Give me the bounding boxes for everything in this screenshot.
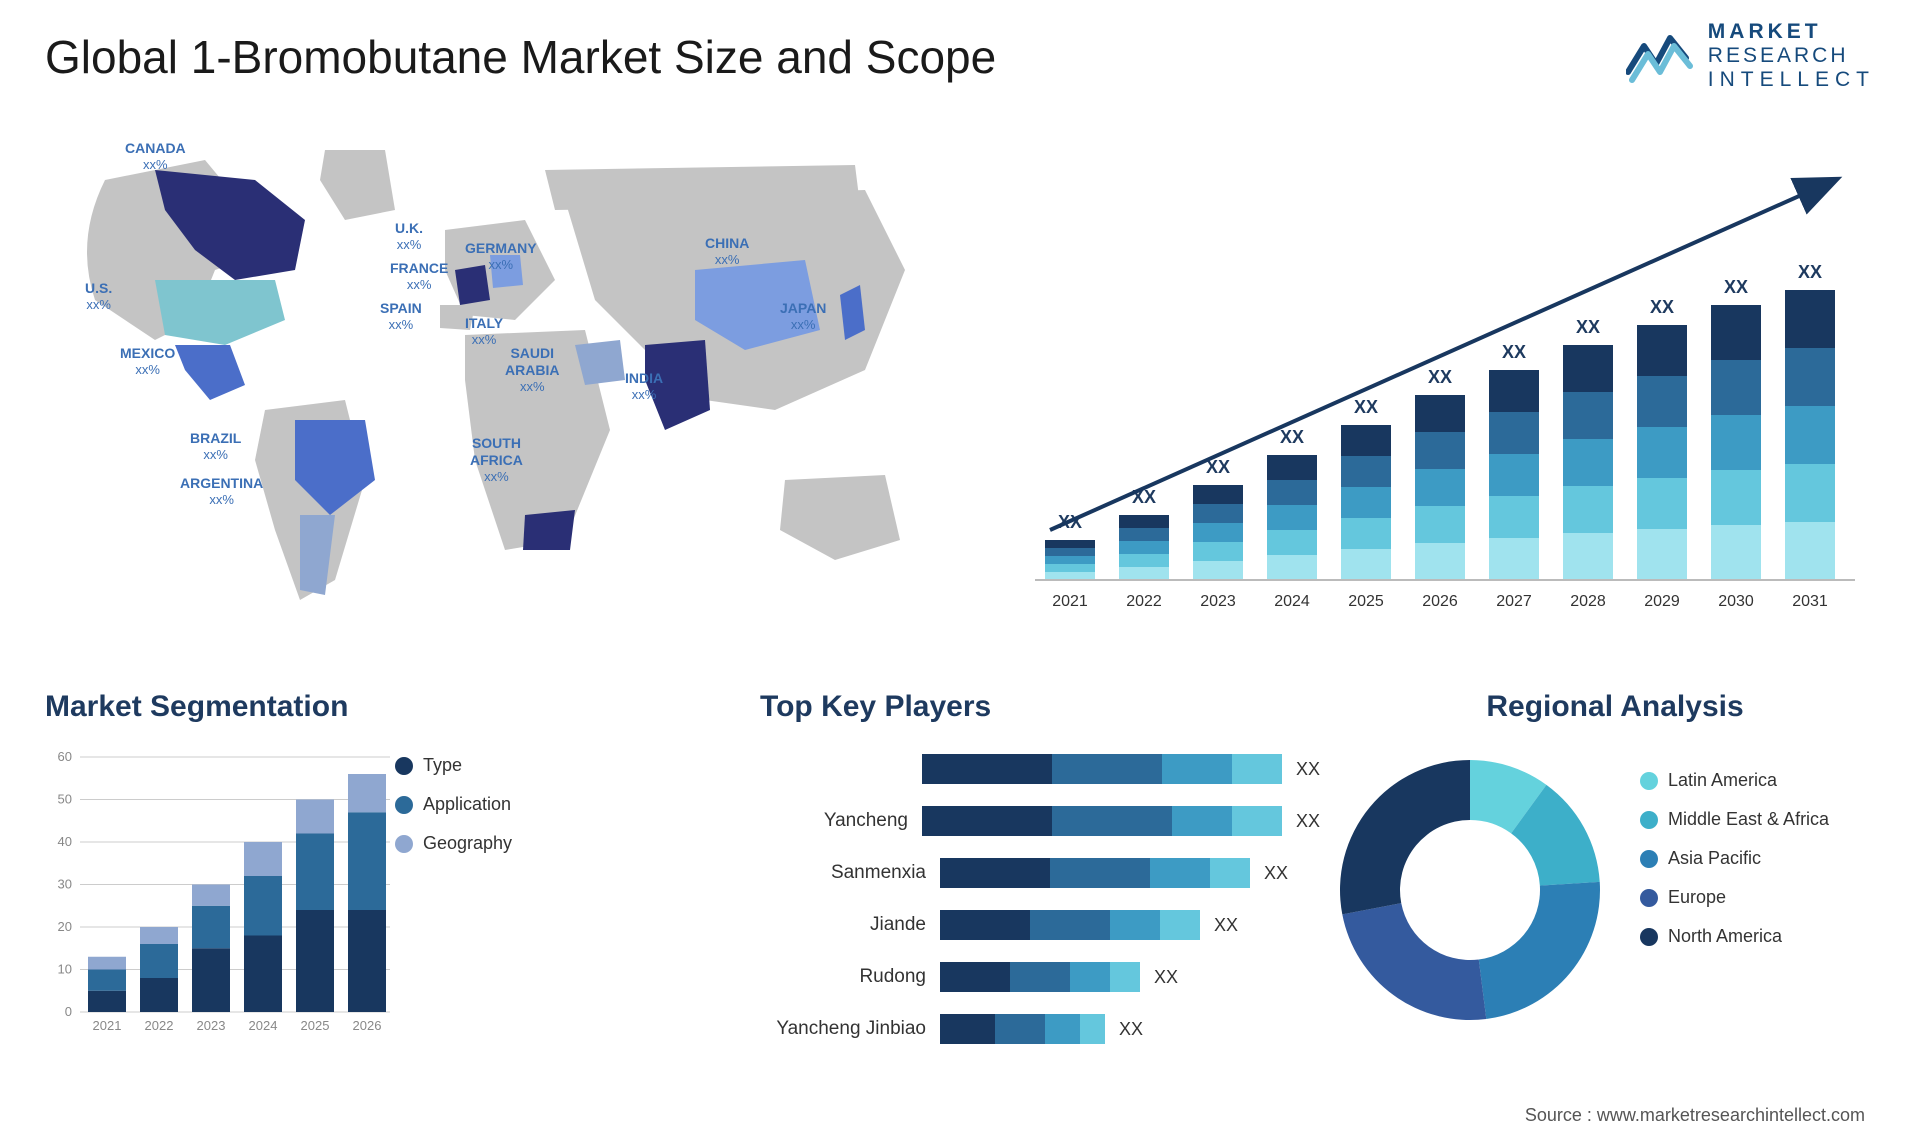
player-bar bbox=[922, 806, 1282, 836]
svg-text:0: 0 bbox=[65, 1004, 72, 1019]
svg-text:20: 20 bbox=[58, 919, 72, 934]
segmentation-chart: 0 10 20 30 40 50 60 2021 2022 2023 2024 2025 2026 bbox=[45, 742, 395, 1042]
map-label-japan: JAPANxx% bbox=[780, 300, 826, 332]
player-value: XX bbox=[1154, 967, 1178, 988]
segmentation-legend: Type Application Geography bbox=[395, 755, 512, 872]
player-label: Rudong bbox=[760, 966, 940, 988]
svg-text:2022: 2022 bbox=[145, 1018, 174, 1033]
regional-legend-item: Middle East & Africa bbox=[1640, 809, 1829, 830]
svg-text:2021: 2021 bbox=[1052, 593, 1088, 610]
svg-text:XX: XX bbox=[1576, 317, 1600, 337]
regional-section: Regional Analysis bbox=[1335, 690, 1895, 724]
player-bar bbox=[940, 962, 1140, 992]
map-label-uk: U.K.xx% bbox=[395, 220, 423, 252]
map-label-france: FRANCExx% bbox=[390, 260, 448, 292]
map-label-saudiarabia: SAUDIARABIAxx% bbox=[505, 345, 559, 394]
page-title: Global 1-Bromobutane Market Size and Sco… bbox=[45, 30, 996, 84]
segmentation-section: Market Segmentation 0 10 20 30 40 50 60 2021 202… bbox=[45, 690, 605, 1042]
svg-text:XX: XX bbox=[1428, 367, 1452, 387]
svg-text:2026: 2026 bbox=[353, 1018, 382, 1033]
regional-legend-item: Latin America bbox=[1640, 770, 1829, 791]
svg-text:2024: 2024 bbox=[1274, 593, 1310, 610]
logo: MARKET RESEARCH INTELLECT bbox=[1626, 20, 1875, 92]
player-bar bbox=[940, 1014, 1105, 1044]
svg-text:2021: 2021 bbox=[93, 1018, 122, 1033]
logo-text-3: INTELLECT bbox=[1708, 68, 1875, 92]
map-label-brazil: BRAZILxx% bbox=[190, 430, 241, 462]
svg-text:10: 10 bbox=[58, 962, 72, 977]
source-footer: Source : www.marketresearchintellect.com bbox=[1525, 1105, 1865, 1126]
svg-text:XX: XX bbox=[1724, 277, 1748, 297]
svg-text:2026: 2026 bbox=[1422, 593, 1458, 610]
player-value: XX bbox=[1264, 863, 1288, 884]
player-row: Rudong XX bbox=[760, 957, 1320, 997]
logo-icon bbox=[1626, 28, 1696, 84]
svg-text:2027: 2027 bbox=[1496, 593, 1532, 610]
player-row: Sanmenxia XX bbox=[760, 853, 1320, 893]
map-label-canada: CANADAxx% bbox=[125, 140, 186, 172]
player-row: XX bbox=[760, 749, 1320, 789]
logo-text-2: RESEARCH bbox=[1708, 44, 1875, 68]
player-value: XX bbox=[1119, 1019, 1143, 1040]
svg-text:50: 50 bbox=[58, 792, 72, 807]
player-row: Yancheng Jinbiao XX bbox=[760, 1009, 1320, 1049]
player-label: Yancheng Jinbiao bbox=[760, 1018, 940, 1040]
player-value: XX bbox=[1214, 915, 1238, 936]
svg-text:2024: 2024 bbox=[249, 1018, 278, 1033]
svg-text:XX: XX bbox=[1280, 427, 1304, 447]
player-row: Jiande XX bbox=[760, 905, 1320, 945]
player-label: Jiande bbox=[760, 914, 940, 936]
svg-text:2028: 2028 bbox=[1570, 593, 1606, 610]
map-label-argentina: ARGENTINAxx% bbox=[180, 475, 263, 507]
world-map-svg bbox=[45, 120, 945, 640]
map-label-spain: SPAINxx% bbox=[380, 300, 422, 332]
players-chart: XXYanchengXXSanmenxiaXXJiandeXXRudongXXY… bbox=[760, 749, 1320, 1049]
regional-title: Regional Analysis bbox=[1335, 690, 1895, 724]
map-label-china: CHINAxx% bbox=[705, 235, 749, 267]
player-label: Sanmenxia bbox=[760, 862, 940, 884]
svg-text:2025: 2025 bbox=[1348, 593, 1384, 610]
svg-text:60: 60 bbox=[58, 749, 72, 764]
svg-text:2029: 2029 bbox=[1644, 593, 1680, 610]
regional-legend-item: Europe bbox=[1640, 887, 1829, 908]
map-label-southafrica: SOUTHAFRICAxx% bbox=[470, 435, 523, 484]
regional-legend-item: Asia Pacific bbox=[1640, 848, 1829, 869]
segmentation-title: Market Segmentation bbox=[45, 690, 605, 724]
regional-legend: Latin America Middle East & Africa Asia Pa… bbox=[1640, 770, 1829, 965]
player-value: XX bbox=[1296, 759, 1320, 780]
svg-text:2030: 2030 bbox=[1718, 593, 1754, 610]
player-row: Yancheng XX bbox=[760, 801, 1320, 841]
svg-text:30: 30 bbox=[58, 877, 72, 892]
svg-text:XX: XX bbox=[1502, 342, 1526, 362]
svg-text:XX: XX bbox=[1650, 297, 1674, 317]
seg-legend-type: Type bbox=[395, 755, 512, 776]
players-section: Top Key Players XXYanchengXXSanmenxiaXXJ… bbox=[760, 690, 1320, 1049]
svg-text:2022: 2022 bbox=[1126, 593, 1162, 610]
map-label-germany: GERMANYxx% bbox=[465, 240, 537, 272]
players-title: Top Key Players bbox=[760, 690, 1320, 724]
svg-text:2023: 2023 bbox=[197, 1018, 226, 1033]
world-map: CANADAxx% U.S.xx% MEXICOxx% BRAZILxx% ARGENT… bbox=[45, 120, 945, 640]
logo-text-1: MARKET bbox=[1708, 20, 1875, 44]
svg-text:2025: 2025 bbox=[301, 1018, 330, 1033]
map-label-mexico: MEXICOxx% bbox=[120, 345, 175, 377]
player-bar bbox=[940, 910, 1200, 940]
seg-legend-geography: Geography bbox=[395, 833, 512, 854]
growth-chart: XX 2021 XX 2022 XX 2023 XX 2024 XX 2025 XX 2026 XX 20… bbox=[1015, 150, 1865, 630]
svg-text:2031: 2031 bbox=[1792, 593, 1828, 610]
regional-legend-item: North America bbox=[1640, 926, 1829, 947]
map-label-us: U.S.xx% bbox=[85, 280, 112, 312]
svg-text:XX: XX bbox=[1354, 397, 1378, 417]
svg-text:2023: 2023 bbox=[1200, 593, 1236, 610]
svg-text:40: 40 bbox=[58, 834, 72, 849]
map-label-italy: ITALYxx% bbox=[465, 315, 503, 347]
seg-legend-application: Application bbox=[395, 794, 512, 815]
player-bar bbox=[940, 858, 1250, 888]
player-bar bbox=[922, 754, 1282, 784]
donut-chart bbox=[1320, 740, 1620, 1040]
svg-text:XX: XX bbox=[1798, 262, 1822, 282]
player-value: XX bbox=[1296, 811, 1320, 832]
player-label: Yancheng bbox=[760, 810, 922, 832]
map-label-india: INDIAxx% bbox=[625, 370, 663, 402]
